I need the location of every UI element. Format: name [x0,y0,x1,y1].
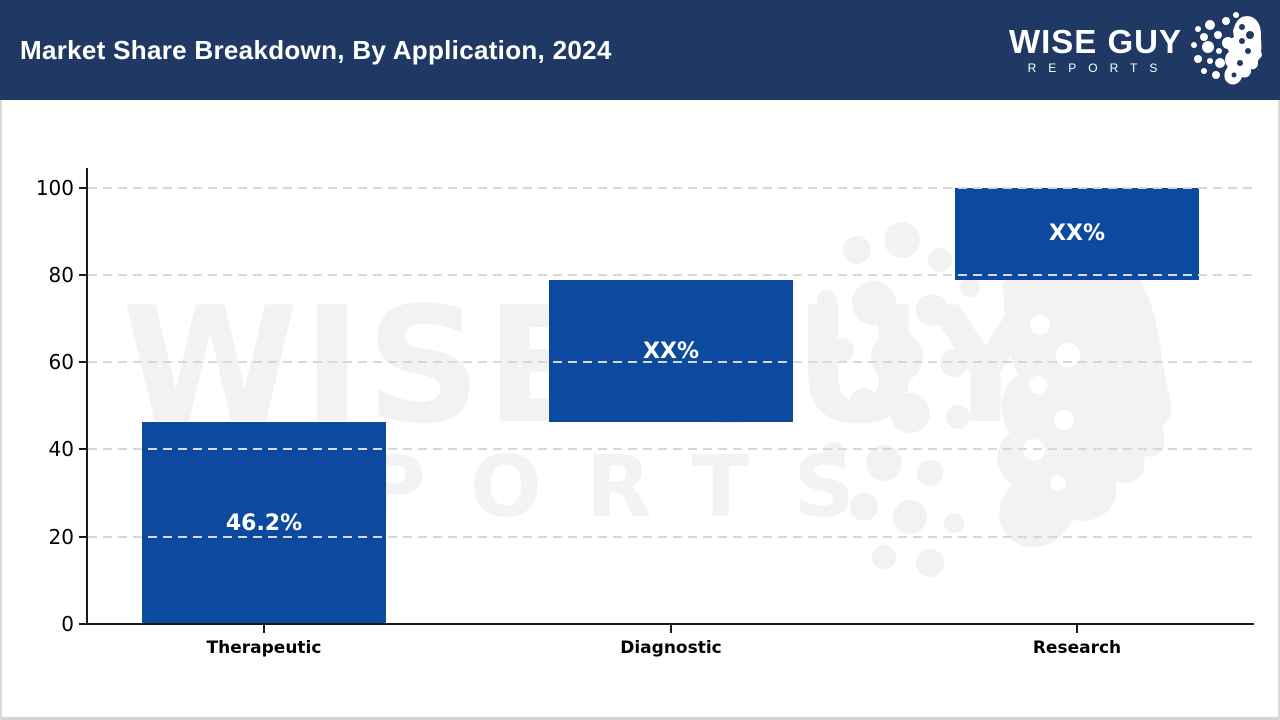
x-tick-label-research: Research [1032,638,1122,658]
page-title: Market Share Breakdown, By Application, … [20,34,612,65]
y-axis-line [86,168,88,625]
header-bar: Market Share Breakdown, By Application, … [0,0,1280,100]
x-tick-mark [670,625,672,633]
gridline-60 [88,361,1258,364]
bar-diagnostic: XX% [549,280,793,423]
x-tick-mark [263,625,265,633]
gridline-80 [88,273,1258,276]
y-tick-mark [79,623,87,625]
y-tick-label-20: 20 [48,524,74,549]
bar-value-label: XX% [1049,221,1105,247]
brand-subname: REPORTS [1027,61,1170,76]
x-tick-mark [1076,625,1078,633]
y-tick-mark [79,361,87,364]
y-tick-mark [79,186,87,189]
brand-logo: WISE GUY REPORTS [1009,7,1262,93]
bar-value-label: 46.2% [225,510,303,536]
gridline-40 [88,448,1258,451]
gridline-100 [88,186,1258,189]
y-tick-mark [79,535,87,538]
gridline-20 [88,535,1258,538]
y-tick-label-100: 100 [35,175,74,200]
x-tick-label-therapeutic: Therapeutic [206,638,322,658]
x-axis-line [86,623,1254,625]
y-tick-mark [79,448,87,451]
brand-face-icon [1184,7,1262,93]
bar-value-label: XX% [643,338,699,364]
y-tick-mark [79,273,87,276]
bar-research: XX% [955,187,1199,281]
x-tick-label-diagnostic: Diagnostic [620,638,722,658]
y-tick-label-80: 80 [48,262,74,287]
watermark-face-icon [772,215,1192,589]
y-tick-label-0: 0 [61,612,74,636]
brand-logo-text: WISE GUY REPORTS [1008,22,1182,76]
y-tick-label-40: 40 [48,437,74,462]
brand-name: WISE GUY [1008,22,1182,60]
y-tick-label-60: 60 [48,350,74,375]
bar-therapeutic: 46.2% [142,422,386,624]
